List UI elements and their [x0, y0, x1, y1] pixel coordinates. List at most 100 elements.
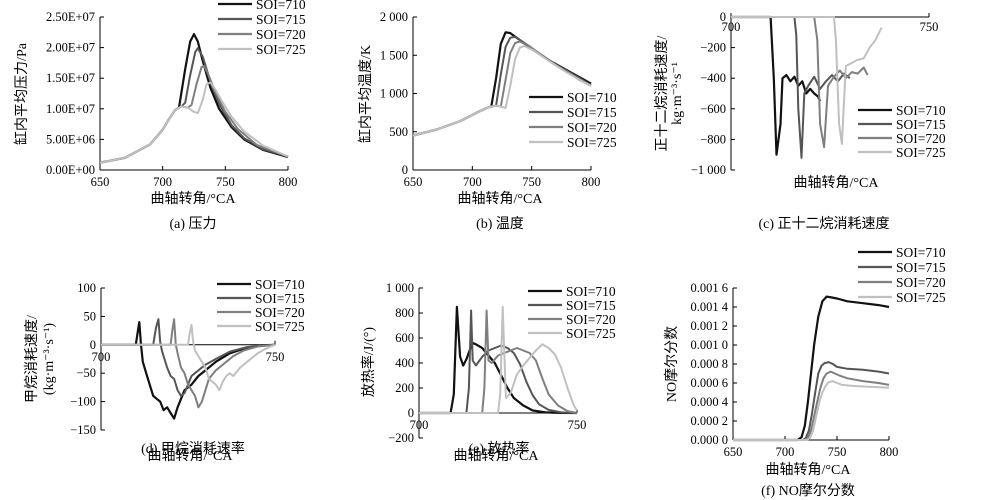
y-tick-label: 0 — [720, 10, 726, 24]
y-tick-label: 1.00E+07 — [46, 102, 95, 116]
x-tick-label: 700 — [410, 418, 429, 432]
legend-label: SOI=710 — [567, 90, 617, 105]
series-line-soi715 — [101, 318, 276, 397]
y-tick-label: −600 — [700, 102, 726, 116]
series-line-soi720 — [419, 309, 578, 414]
y-tick-label: −400 — [700, 71, 726, 85]
series-line-soi720 — [412, 40, 592, 137]
y-tick-label: −200 — [700, 41, 726, 55]
x-axis-label: 曲轴转角/°CA — [454, 448, 540, 464]
legend-label: SOI=720 — [896, 275, 946, 290]
x-axis-label: 曲轴转角/°CA — [794, 175, 880, 191]
series-line-soi710 — [419, 305, 578, 415]
panel-a-pressure: 0.00E+00 5.00E+06 1.00E+07 1.50E+07 2.00E+07… — [13, 0, 306, 232]
y-axis-label: 缸内平均压力/Pa — [13, 42, 30, 145]
series-line-soi720 — [731, 16, 869, 149]
legend-label: SOI=725 — [256, 42, 306, 57]
y-tick-label: 100 — [77, 281, 96, 295]
legend-label: SOI=725 — [896, 290, 946, 305]
x-tick-label: 700 — [92, 350, 111, 364]
legend-label: SOI=710 — [566, 284, 616, 299]
y-axis-label: NO摩尔分数 — [663, 326, 680, 402]
legend-label: SOI=710 — [896, 245, 946, 260]
series-line-soi720 — [733, 370, 890, 441]
y-tick-label: 800 — [395, 306, 414, 320]
y-tick-label: −200 — [388, 431, 414, 445]
y-tick-label: −100 — [70, 395, 96, 409]
legend-label: SOI=710 — [896, 103, 946, 118]
panel-caption: (c) 正十二烷消耗速度 — [758, 216, 889, 232]
y-tick-label: 0 — [402, 163, 408, 177]
y-tick-label: 500 — [389, 125, 408, 139]
legend-label: SOI=715 — [566, 298, 616, 313]
y-tick-label: 1 000 — [386, 281, 414, 295]
series-line-soi725 — [731, 16, 883, 145]
x-tick-label: 750 — [522, 175, 541, 189]
legend-label: SOI=725 — [255, 319, 305, 334]
series-line-soi710 — [733, 295, 890, 442]
legend-label: SOI=710 — [256, 0, 306, 12]
x-tick-label: 800 — [279, 175, 298, 189]
legend-label: SOI=720 — [567, 120, 617, 135]
y-tick-label: 0.000 2 — [691, 414, 729, 428]
series-line-soi720 — [101, 318, 276, 409]
y-tick-label: 0.000 8 — [691, 357, 729, 371]
y-tick-label: 2.00E+07 — [46, 41, 95, 55]
y-tick-label: 600 — [395, 331, 414, 345]
y-axis-label: 放热率/J/(°) — [360, 327, 377, 397]
y-tick-label: 0.001 0 — [691, 338, 729, 352]
y-tick-label: 0 — [90, 338, 96, 352]
series-line-soi715 — [731, 16, 851, 159]
x-axis-label: 曲轴转角/°CA — [458, 191, 544, 207]
x-tick-label: 650 — [724, 445, 743, 459]
legend-label: SOI=725 — [566, 326, 616, 341]
y-tick-label: 5.00E+06 — [46, 132, 95, 146]
x-tick-label: 750 — [216, 175, 235, 189]
y-tick-label: 2.50E+07 — [46, 10, 95, 24]
series-line-soi710 — [412, 31, 592, 137]
series-line-soi715 — [412, 35, 592, 137]
x-tick-label: 700 — [153, 175, 172, 189]
y-tick-label: 400 — [395, 356, 414, 370]
panel-caption: (d) 甲烷消耗速率 — [141, 440, 245, 457]
panel-caption: (e) 放热率 — [468, 440, 529, 457]
y-tick-label: 0.001 4 — [691, 300, 729, 314]
y-tick-label: 0.001 6 — [691, 281, 729, 295]
legend-label: SOI=715 — [256, 12, 306, 27]
panel-caption: (f) NO摩尔分数 — [761, 482, 855, 499]
legend-label: SOI=720 — [255, 305, 305, 320]
y-axis-label: 缸内平均温度/K — [357, 45, 374, 143]
legend-label: SOI=715 — [896, 260, 946, 275]
x-tick-label: 800 — [582, 175, 601, 189]
legend-label: SOI=720 — [256, 27, 306, 42]
legend-label: SOI=715 — [567, 105, 617, 120]
y-tick-label: −50 — [76, 366, 96, 380]
x-tick-label: 650 — [404, 175, 423, 189]
series-line-soi725 — [733, 380, 890, 441]
y-tick-label: 0 — [408, 406, 414, 420]
legend-label: SOI=715 — [896, 117, 946, 132]
y-tick-label: 0.000 4 — [691, 395, 729, 409]
y-tick-label: 0.000 0 — [691, 433, 729, 447]
y-axis-label-line1: 正十二烷消耗速度/ — [654, 35, 670, 151]
y-tick-label: 1 000 — [380, 87, 408, 101]
series-line-soi725 — [99, 81, 289, 164]
legend-label: SOI=725 — [896, 145, 946, 160]
panel-caption: (b) 温度 — [476, 216, 524, 232]
y-axis-label-line2: kg·m⁻³·s⁻¹ — [670, 62, 685, 125]
legend-label: SOI=710 — [255, 277, 305, 292]
x-tick-label: 750 — [568, 418, 587, 432]
legend-label: SOI=720 — [896, 131, 946, 146]
x-axis-label: 曲轴转角/°CA — [766, 462, 852, 478]
x-tick-label: 650 — [91, 175, 110, 189]
series-line-soi715 — [419, 309, 578, 414]
y-tick-label: 50 — [84, 309, 97, 323]
y-tick-label: 200 — [395, 381, 414, 395]
y-tick-label: −800 — [700, 132, 726, 146]
y-tick-label: 1 500 — [380, 48, 408, 62]
y-tick-label: 0.00E+00 — [46, 163, 95, 177]
y-tick-label: −150 — [70, 423, 96, 437]
y-tick-label: 0.000 6 — [691, 376, 729, 390]
